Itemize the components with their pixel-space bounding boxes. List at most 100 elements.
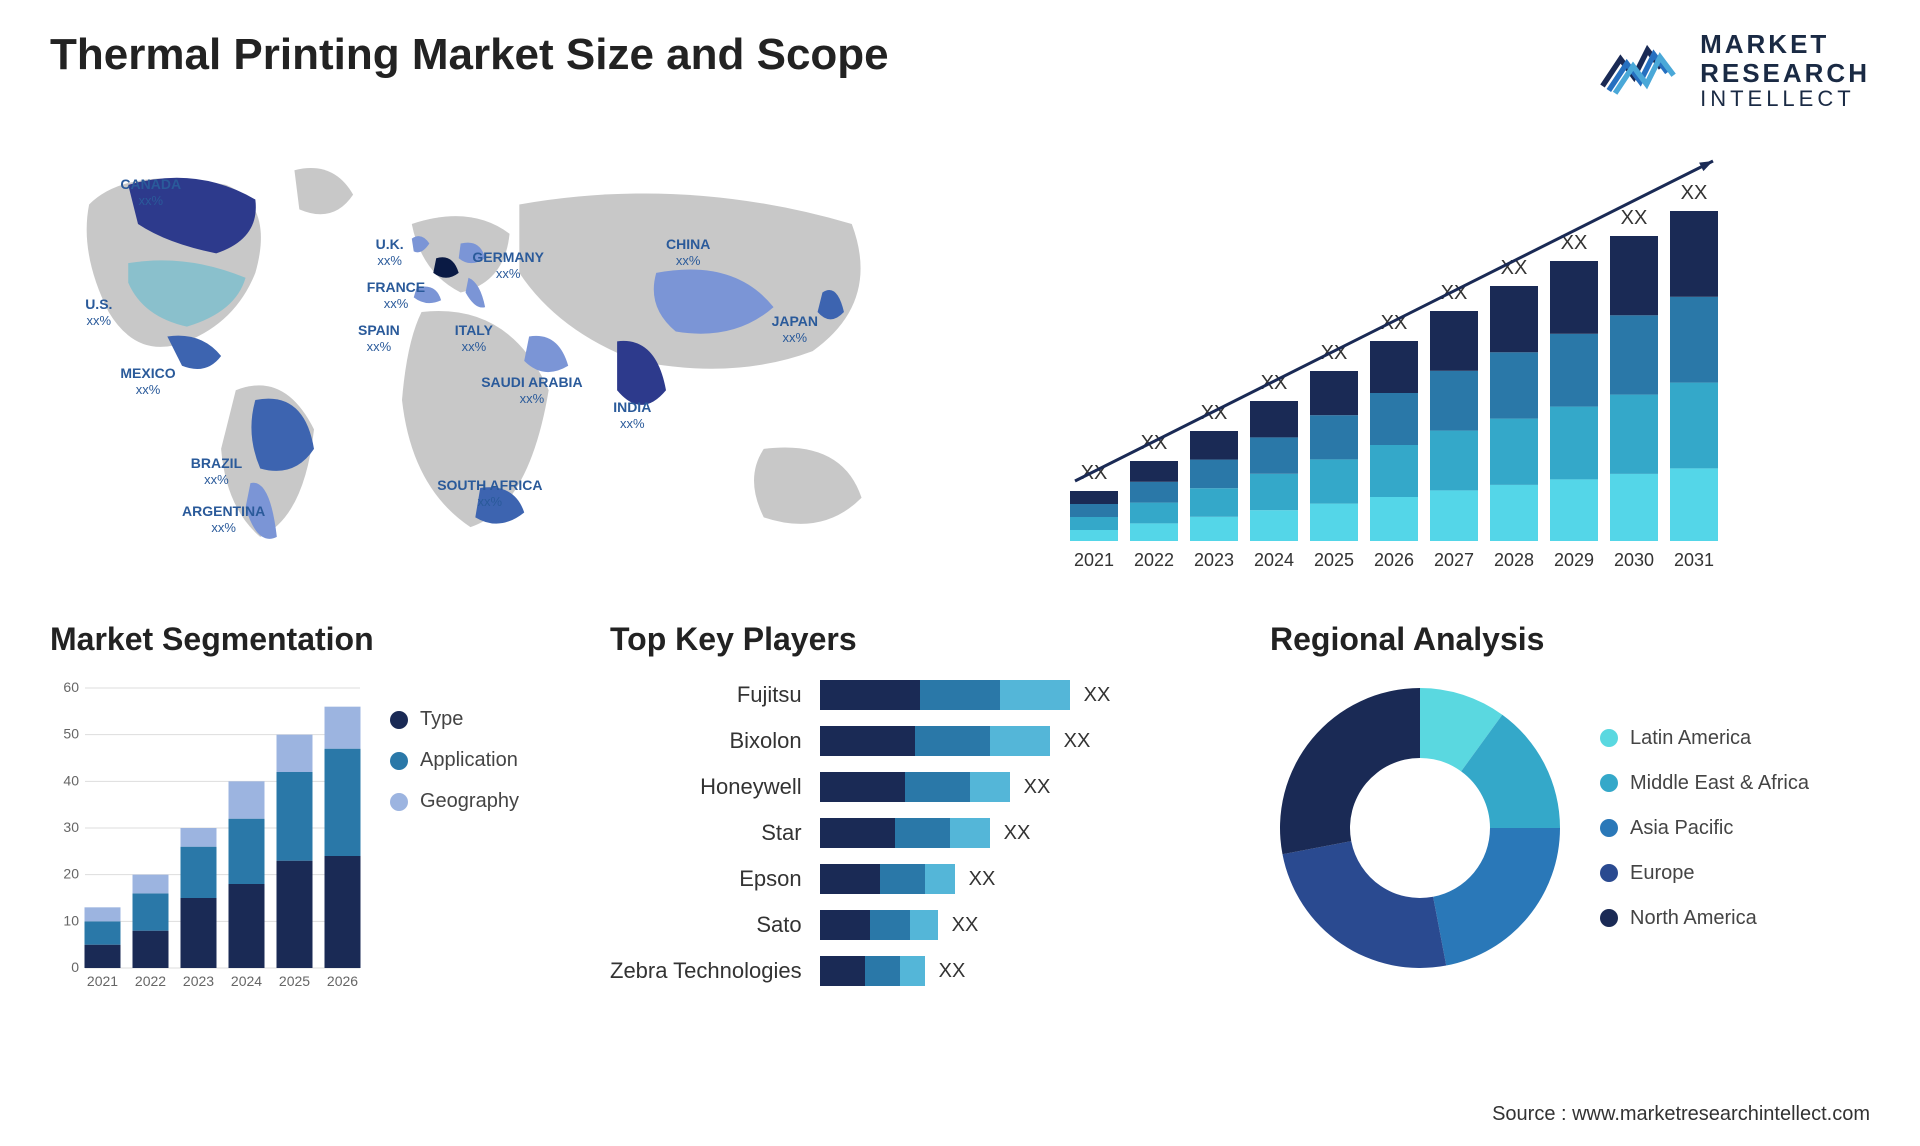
player-value: XX <box>1084 684 1111 707</box>
player-bar-segment <box>820 956 865 986</box>
svg-text:40: 40 <box>63 773 79 789</box>
player-bar-row: XX <box>820 770 1111 804</box>
map-label: SAUDI ARABIAxx% <box>481 374 582 407</box>
legend-label: Latin America <box>1630 727 1751 750</box>
player-name: Star <box>761 816 801 850</box>
legend-label: Europe <box>1630 862 1695 885</box>
legend-dot-icon <box>1600 909 1618 927</box>
player-bar <box>820 956 925 986</box>
player-bar-row: XX <box>820 908 1111 942</box>
legend-label: Type <box>420 708 463 731</box>
player-bar-segment <box>970 772 1010 802</box>
map-label: U.K.xx% <box>376 236 404 269</box>
player-bar-row: XX <box>820 816 1111 850</box>
svg-text:30: 30 <box>63 819 79 835</box>
segmentation-chart: 0102030405060202120222023202420252026 <box>50 678 370 998</box>
svg-text:2027: 2027 <box>1434 550 1474 570</box>
page-title: Thermal Printing Market Size and Scope <box>50 30 889 80</box>
player-bar <box>820 818 990 848</box>
player-bar-segment <box>990 726 1050 756</box>
player-bar-segment <box>820 910 870 940</box>
player-bar <box>820 910 938 940</box>
svg-text:60: 60 <box>63 679 79 695</box>
svg-text:2023: 2023 <box>183 973 214 989</box>
map-label: INDIAxx% <box>613 399 651 432</box>
svg-text:2028: 2028 <box>1494 550 1534 570</box>
svg-text:2021: 2021 <box>87 973 118 989</box>
svg-text:2022: 2022 <box>135 973 166 989</box>
player-name: Honeywell <box>700 770 802 804</box>
legend-dot-icon <box>1600 819 1618 837</box>
segmentation-title: Market Segmentation <box>50 621 570 658</box>
svg-text:XX: XX <box>1621 207 1648 229</box>
player-value: XX <box>969 868 996 891</box>
player-name: Epson <box>739 862 801 896</box>
svg-text:50: 50 <box>63 726 79 742</box>
player-bar <box>820 680 1070 710</box>
player-name: Sato <box>756 908 801 942</box>
legend-item: Europe <box>1600 862 1809 885</box>
player-bar-segment <box>905 772 970 802</box>
map-label: CANADAxx% <box>120 176 181 209</box>
svg-text:0: 0 <box>71 959 79 975</box>
svg-text:2021: 2021 <box>1074 550 1114 570</box>
regional-legend: Latin America Middle East & Africa Asia Pa… <box>1600 727 1809 930</box>
player-bar-segment <box>915 726 990 756</box>
logo-mark-icon <box>1598 38 1688 103</box>
map-label: SPAINxx% <box>358 322 400 355</box>
player-names: FujitsuBixolonHoneywellStarEpsonSatoZebr… <box>610 678 802 988</box>
player-value: XX <box>939 960 966 983</box>
player-bar <box>820 772 1010 802</box>
legend-dot-icon <box>390 793 408 811</box>
player-bar-segment <box>820 818 895 848</box>
regional-donut-chart <box>1270 678 1570 978</box>
svg-text:2031: 2031 <box>1674 550 1714 570</box>
logo-text-3: INTELLECT <box>1700 87 1870 111</box>
player-value: XX <box>1064 730 1091 753</box>
regional-title: Regional Analysis <box>1270 621 1870 658</box>
legend-dot-icon <box>1600 774 1618 792</box>
svg-text:20: 20 <box>63 866 79 882</box>
map-label: GERMANYxx% <box>472 249 544 282</box>
svg-text:2030: 2030 <box>1614 550 1654 570</box>
legend-dot-icon <box>1600 729 1618 747</box>
legend-label: Application <box>420 749 518 772</box>
player-bar-segment <box>895 818 950 848</box>
map-label: BRAZILxx% <box>191 455 242 488</box>
player-bar-segment <box>820 680 920 710</box>
world-map: CANADAxx%U.S.xx%MEXICOxx%BRAZILxx%ARGENT… <box>50 141 930 571</box>
legend-label: Geography <box>420 790 519 813</box>
source-attribution: Source : www.marketresearchintellect.com <box>1492 1103 1870 1126</box>
map-label: FRANCExx% <box>367 279 425 312</box>
map-label: SOUTH AFRICAxx% <box>437 477 542 510</box>
svg-text:2025: 2025 <box>1314 550 1354 570</box>
legend-item: Middle East & Africa <box>1600 772 1809 795</box>
legend-label: Middle East & Africa <box>1630 772 1809 795</box>
player-bar-row: XX <box>820 724 1111 758</box>
player-bar-segment <box>910 910 938 940</box>
players-title: Top Key Players <box>610 621 1230 658</box>
svg-text:10: 10 <box>63 913 79 929</box>
player-name: Zebra Technologies <box>610 954 802 988</box>
player-value: XX <box>952 914 979 937</box>
svg-text:2025: 2025 <box>279 973 310 989</box>
player-bar-row: XX <box>820 862 1111 896</box>
player-bars-chart: XX XX XX XX XX XX XX <box>820 678 1111 988</box>
player-bar-row: XX <box>820 954 1111 988</box>
logo-text-2: RESEARCH <box>1700 59 1870 88</box>
svg-text:2029: 2029 <box>1554 550 1594 570</box>
svg-text:2026: 2026 <box>1374 550 1414 570</box>
player-name: Bixolon <box>729 724 801 758</box>
player-value: XX <box>1004 822 1031 845</box>
legend-item: Asia Pacific <box>1600 817 1809 840</box>
legend-dot-icon <box>1600 864 1618 882</box>
player-bar-segment <box>865 956 900 986</box>
player-bar-segment <box>900 956 925 986</box>
svg-text:2024: 2024 <box>1254 550 1294 570</box>
legend-item: Latin America <box>1600 727 1809 750</box>
map-label: U.S.xx% <box>85 296 112 329</box>
map-label: ARGENTINAxx% <box>182 503 265 536</box>
player-bar <box>820 864 955 894</box>
legend-label: Asia Pacific <box>1630 817 1733 840</box>
map-label: CHINAxx% <box>666 236 710 269</box>
